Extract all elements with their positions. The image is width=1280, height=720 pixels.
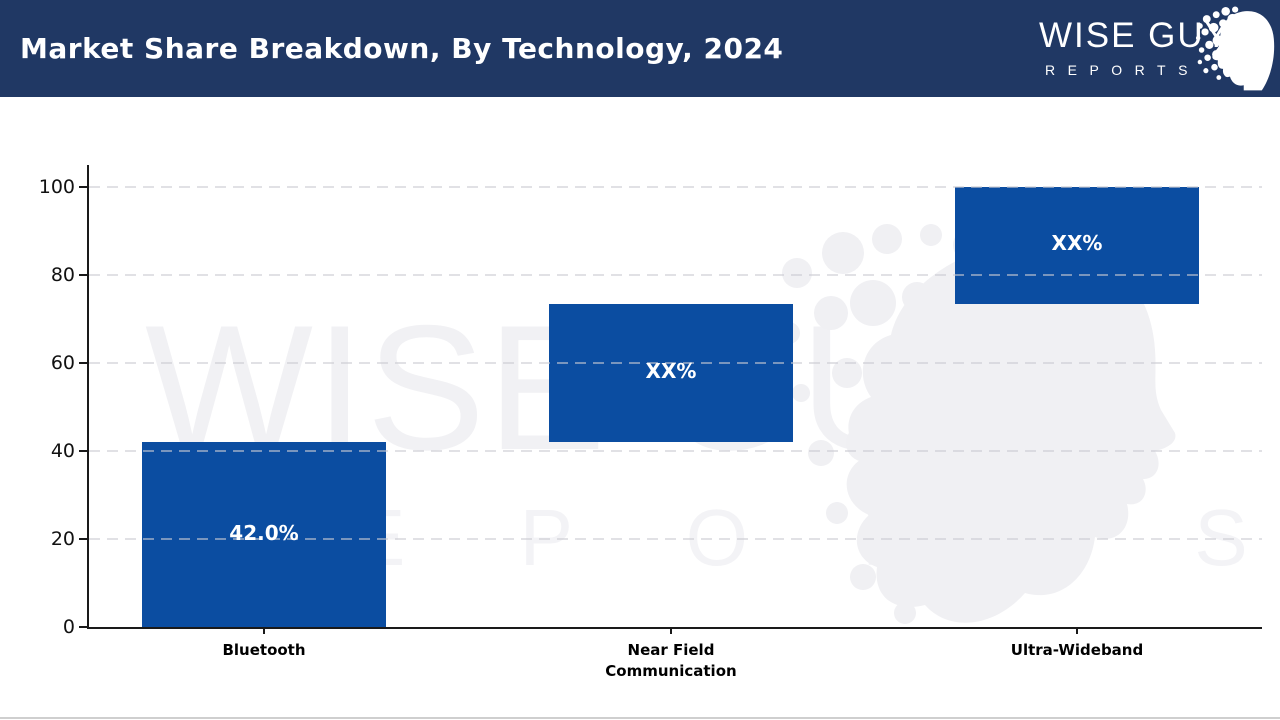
gridline xyxy=(89,450,1262,452)
bar-value-label: XX% xyxy=(645,358,697,383)
y-tick-mark xyxy=(79,538,87,540)
gridline xyxy=(89,186,1262,188)
logo-face-icon xyxy=(1195,6,1275,91)
x-tick-label: Near Field Communication xyxy=(605,641,737,680)
y-tick-label: 60 xyxy=(50,352,75,374)
x-tick-mark xyxy=(1076,627,1078,634)
y-tick-label: 80 xyxy=(50,264,75,286)
y-tick-label: 40 xyxy=(50,440,75,462)
x-tick-mark xyxy=(263,627,265,634)
y-tick-mark xyxy=(79,362,87,364)
y-axis-line xyxy=(87,165,89,629)
gridline xyxy=(89,538,1262,540)
watermark-face-icon xyxy=(778,224,1176,624)
wise-guy-logo: WISE GUY REPORTS xyxy=(1025,6,1275,94)
page-title: Market Share Breakdown, By Technology, 2… xyxy=(20,32,784,65)
bar-bluetooth xyxy=(142,442,386,627)
bar-value-label: 42.0% xyxy=(229,520,299,545)
x-axis-line xyxy=(87,627,1262,629)
bar-ultra-wideband xyxy=(955,187,1199,304)
bar-value-label: XX% xyxy=(1051,231,1103,256)
bar-near-field-communication xyxy=(549,303,793,443)
x-tick-label: Ultra-Wideband xyxy=(1010,641,1144,659)
logo-wordmark: WISE GUY xyxy=(1039,16,1231,55)
x-tick-label: Bluetooth xyxy=(222,641,306,659)
y-tick-mark xyxy=(79,450,87,452)
y-tick-mark xyxy=(79,186,87,188)
y-tick-mark xyxy=(79,626,87,628)
gridline xyxy=(89,362,1262,364)
y-tick-label: 100 xyxy=(38,176,75,198)
y-tick-label: 20 xyxy=(50,528,75,550)
logo-subtitle: REPORTS xyxy=(1045,62,1200,78)
y-tick-mark xyxy=(79,274,87,276)
x-tick-mark xyxy=(670,627,672,634)
header-bar: Market Share Breakdown, By Technology, 2… xyxy=(0,0,1280,97)
y-tick-label: 0 xyxy=(62,616,75,638)
bottom-border xyxy=(0,717,1280,719)
gridline xyxy=(89,274,1262,276)
